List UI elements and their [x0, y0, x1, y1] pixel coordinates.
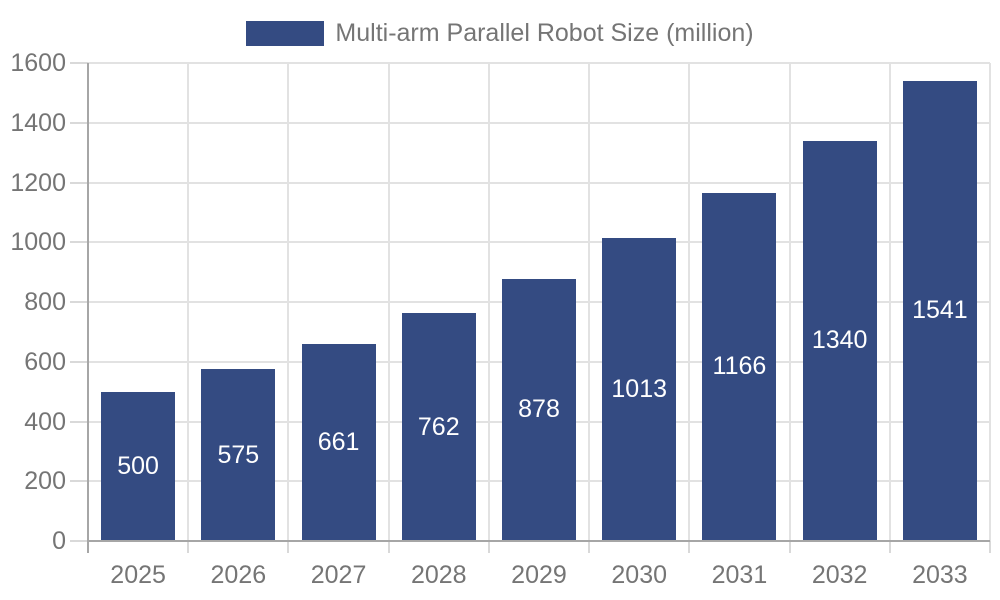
bar-value-label: 1013 [611, 375, 668, 404]
x-tick [187, 541, 190, 553]
bar: 1340 [802, 140, 877, 541]
y-tick [70, 241, 88, 244]
y-gridline [88, 62, 990, 64]
y-tick [70, 420, 88, 423]
bar: 1166 [702, 192, 777, 541]
bar-value-label: 762 [417, 412, 460, 441]
y-tick-label: 0 [52, 527, 66, 555]
x-gridline [387, 63, 390, 541]
y-tick-label: 1400 [10, 108, 66, 137]
chart-legend: Multi-arm Parallel Robot Size (million) [0, 18, 1000, 48]
y-tick [70, 480, 88, 483]
y-tick-label: 1600 [10, 49, 66, 77]
y-tick-label: 1200 [10, 168, 66, 197]
x-tick-label: 2026 [210, 561, 267, 589]
bar: 500 [101, 391, 176, 541]
x-tick [888, 541, 891, 553]
bar-value-label: 500 [117, 451, 159, 480]
y-tick [70, 62, 88, 64]
x-tick [989, 541, 991, 553]
bar: 661 [301, 343, 376, 541]
x-tick [487, 541, 490, 553]
bar: 575 [201, 369, 276, 541]
bar: 762 [401, 313, 476, 541]
y-tick [70, 301, 88, 303]
x-tick [287, 541, 290, 553]
x-tick-label: 2030 [611, 561, 668, 589]
x-tick [387, 541, 390, 553]
bar: 1013 [602, 238, 677, 541]
y-axis-line [87, 63, 89, 553]
x-tick [588, 541, 591, 553]
x-axis-line [88, 540, 990, 542]
bar-value-label: 661 [317, 427, 360, 456]
y-tick-label: 400 [24, 407, 66, 436]
x-gridline [287, 63, 290, 541]
y-tick-label: 1000 [10, 228, 66, 257]
x-tick-label: 2028 [410, 561, 467, 589]
x-tick [788, 541, 791, 553]
x-gridline [989, 63, 991, 541]
bar-value-label: 878 [518, 395, 560, 424]
bar: 1541 [902, 80, 977, 541]
x-tick-label: 2025 [110, 561, 166, 589]
x-tick-label: 2029 [511, 561, 567, 589]
x-gridline [788, 63, 791, 541]
y-tick [70, 360, 88, 363]
bar-value-label: 1166 [712, 352, 767, 381]
bar-value-label: 1541 [912, 296, 968, 325]
y-tick [70, 540, 88, 542]
x-gridline [688, 63, 691, 541]
y-gridline [88, 121, 990, 124]
x-tick-label: 2032 [811, 561, 868, 589]
x-gridline [187, 63, 190, 541]
x-gridline [588, 63, 591, 541]
plot-area: 500 575 661 762 878 1013 1166 1340 1541 [88, 62, 991, 541]
y-tick-label: 600 [24, 347, 66, 376]
bar: 878 [502, 278, 576, 541]
y-tick-label: 200 [24, 467, 66, 496]
y-tick [70, 121, 88, 124]
y-tick [70, 181, 88, 184]
bar-value-label: 1340 [811, 326, 868, 355]
legend-label: Multi-arm Parallel Robot Size (million) [335, 18, 754, 47]
y-gridline [88, 241, 990, 244]
x-tick [688, 541, 691, 553]
y-tick-label: 800 [24, 288, 66, 316]
x-tick-label: 2033 [912, 561, 968, 589]
x-tick-label: 2031 [711, 561, 768, 589]
y-gridline [88, 181, 990, 184]
x-gridline [888, 63, 891, 541]
bar-value-label: 575 [217, 440, 260, 469]
x-gridline [487, 63, 490, 541]
x-tick-label: 2027 [310, 561, 367, 589]
legend-swatch-icon [246, 20, 325, 46]
